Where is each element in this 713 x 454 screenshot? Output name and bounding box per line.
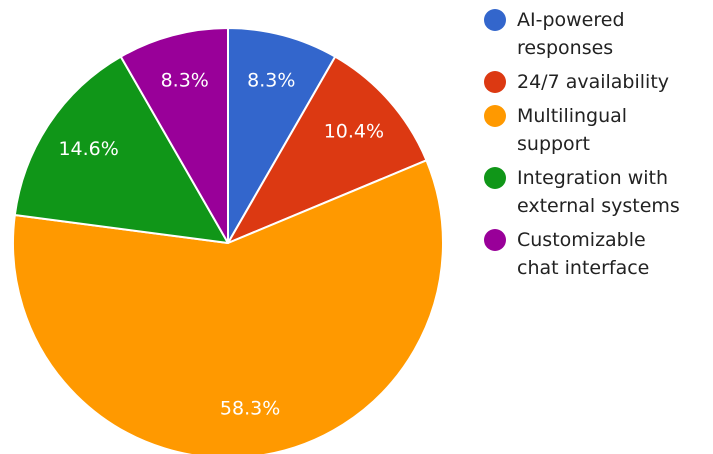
legend-item[interactable]: 24/7 availability — [484, 68, 713, 96]
pie-slice[interactable] — [12, 159, 444, 454]
legend-label-line: support — [517, 133, 590, 155]
pie-slice[interactable] — [119, 27, 229, 244]
legend-label-line: external systems — [517, 195, 680, 217]
pie-slices — [12, 27, 444, 454]
slice-value-label: 10.4% — [324, 121, 384, 143]
circle-swatch-icon — [484, 71, 506, 93]
legend-label: AI-powered responses — [517, 6, 625, 62]
legend-item[interactable]: Multilingual support — [484, 102, 713, 158]
slice-labels: 8.3% 10.4% 58.3% 14.6% 8.3% — [58, 69, 384, 419]
circle-swatch-icon — [484, 167, 506, 189]
pie-slice[interactable] — [227, 27, 337, 244]
chart-legend: AI-powered responses 24/7 availability Mult… — [484, 6, 713, 288]
legend-label: Customizable chat interface — [517, 226, 649, 282]
legend-label: Multilingual support — [517, 102, 627, 158]
legend-item[interactable]: Integration with external systems — [484, 164, 713, 220]
slice-value-label: 58.3% — [220, 398, 280, 420]
legend-label-line: 24/7 availability — [517, 71, 670, 93]
legend-label-line: Multilingual — [517, 105, 628, 127]
legend-label: Integration with external systems — [517, 164, 680, 220]
legend-item[interactable]: AI-powered responses — [484, 6, 713, 62]
pie-slice[interactable] — [13, 55, 229, 244]
circle-swatch-icon — [484, 105, 506, 127]
slice-value-label: 8.3% — [247, 69, 295, 91]
slice-value-label: 14.6% — [58, 138, 118, 160]
pie-chart: 8.3% 10.4% 58.3% 14.6% 8.3% — [12, 27, 444, 454]
circle-swatch-icon — [484, 229, 506, 251]
legend-label-line: responses — [517, 37, 614, 59]
legend-label: 24/7 availability — [517, 68, 669, 96]
legend-label-line: Customizable — [517, 229, 646, 251]
legend-item[interactable]: Customizable chat interface — [484, 226, 713, 282]
circle-swatch-icon — [484, 9, 506, 31]
slice-value-label: 8.3% — [161, 69, 209, 91]
legend-label-line: chat interface — [517, 257, 650, 279]
pie-slice[interactable] — [227, 55, 428, 244]
legend-label-line: Integration with — [517, 167, 669, 189]
legend-label-line: AI-powered — [517, 9, 625, 31]
